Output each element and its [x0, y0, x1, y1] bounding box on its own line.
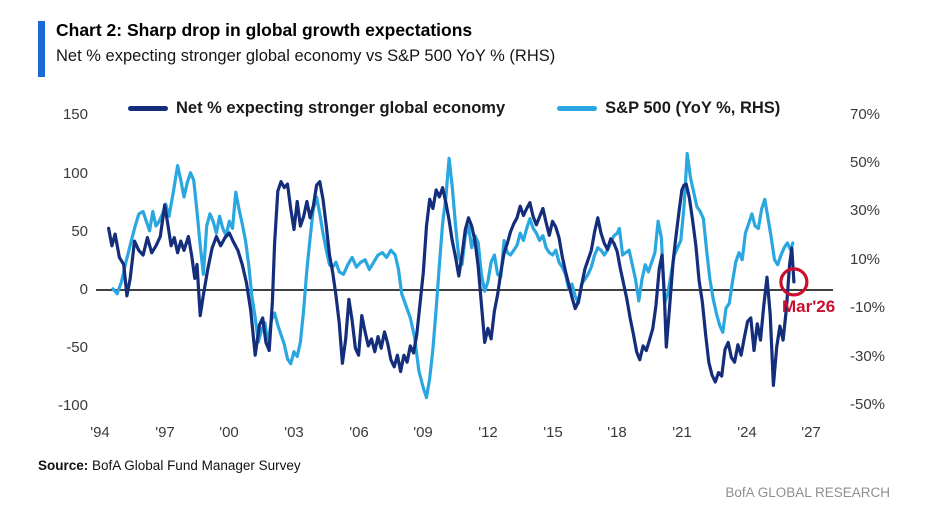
x-axis-tick: '06	[349, 424, 369, 441]
x-axis-tick: '09	[413, 424, 433, 441]
left-axis-tick: 50	[71, 223, 88, 240]
right-axis-tick: 10%	[850, 251, 881, 268]
legend-label-sp500: S&P 500 (YoY %, RHS)	[605, 99, 781, 117]
right-axis-tick: -10%	[850, 299, 886, 316]
right-axis-tick: 30%	[850, 202, 881, 219]
x-axis-tick: '97	[155, 424, 175, 441]
legend-line-swatch-lightblue	[557, 106, 598, 111]
x-axis-tick: '18	[607, 424, 627, 441]
x-axis-tick: '27	[801, 424, 821, 441]
x-axis-tick: '21	[672, 424, 692, 441]
series-line-net-pct	[106, 180, 796, 387]
source-text: BofA Global Fund Manager Survey	[88, 458, 301, 473]
left-axis-tick: 150	[62, 106, 88, 123]
chart-subtitle: Net % expecting stronger global economy …	[56, 47, 556, 65]
left-axis-tick: 100	[62, 165, 88, 182]
x-axis-tick: '94	[90, 424, 110, 441]
x-axis-tick: '24	[737, 424, 757, 441]
x-axis-tick: '03	[284, 424, 304, 441]
source-label: Source:	[38, 458, 89, 473]
right-axis-tick: 70%	[850, 106, 881, 123]
x-axis-tick: '15	[543, 424, 563, 441]
legend-item-net-pct: Net % expecting stronger global economy	[128, 99, 505, 118]
left-axis-tick: 0	[79, 281, 88, 298]
left-axis-tick: -100	[57, 397, 88, 414]
legend-line-swatch-navy	[128, 106, 168, 111]
brand-mark: BofA GLOBAL RESEARCH	[725, 485, 890, 500]
series-line-sp500	[111, 151, 795, 400]
source-note: Source: BofA Global Fund Manager Survey	[38, 458, 301, 473]
right-axis-tick: -30%	[850, 348, 886, 365]
legend: Net % expecting stronger global economy …	[128, 99, 780, 118]
left-axis-tick: -50	[66, 339, 88, 356]
x-axis-tick: '00	[219, 424, 239, 441]
title-accent-bar	[38, 21, 45, 77]
legend-item-sp500: S&P 500 (YoY %, RHS)	[557, 99, 780, 118]
right-axis-tick: 50%	[850, 154, 881, 171]
legend-label-net-pct: Net % expecting stronger global economy	[176, 99, 506, 117]
annotation-label: Mar'26	[782, 297, 836, 316]
chart-title: Chart 2: Sharp drop in global growth exp…	[56, 20, 473, 40]
annotation-circle	[779, 267, 809, 297]
right-axis-tick: -50%	[850, 396, 886, 413]
x-axis-tick: '12	[478, 424, 498, 441]
